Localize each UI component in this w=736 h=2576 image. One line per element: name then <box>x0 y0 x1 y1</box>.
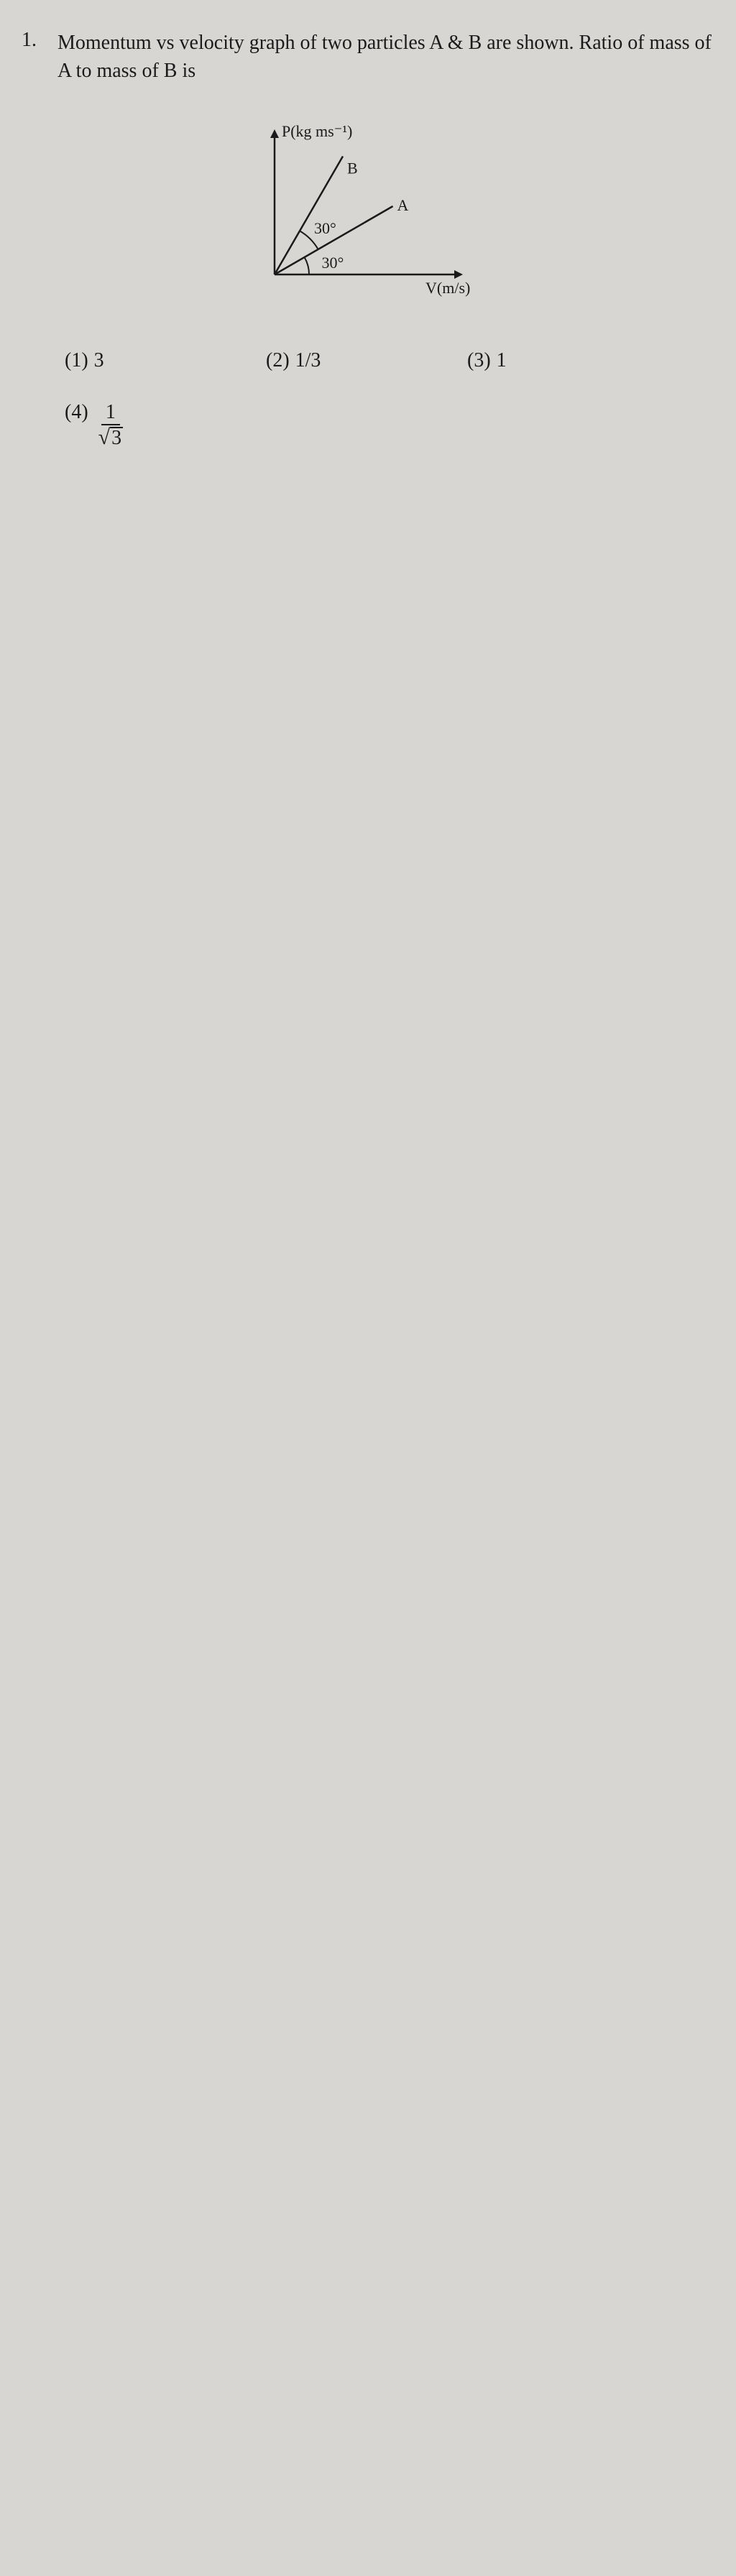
option-2: (2) 1/3 <box>266 349 381 372</box>
question-row: 1. Momentum vs velocity graph of two par… <box>22 29 714 85</box>
option-value: 1/3 <box>295 349 321 372</box>
option-value: 3 <box>94 349 104 372</box>
sqrt: √ 3 <box>98 427 123 448</box>
question-text: Momentum vs velocity graph of two partic… <box>58 29 714 85</box>
svg-text:30°: 30° <box>321 254 344 272</box>
svg-text:V(m/s): V(m/s) <box>426 279 470 297</box>
option-key: (2) <box>266 349 290 372</box>
svg-text:A: A <box>397 196 409 214</box>
option-key: (4) <box>65 401 88 424</box>
svg-text:P(kg ms⁻¹): P(kg ms⁻¹) <box>282 122 352 140</box>
options-row: (1) 3 (2) 1/3 (3) 1 (4) 1 √ 3 <box>22 349 714 448</box>
fraction-numerator: 1 <box>101 402 120 425</box>
option-key: (3) <box>467 349 491 372</box>
radical-icon: √ <box>98 427 110 448</box>
diagram-container: P(kg ms⁻¹) V(m/s) B A 30° 30° <box>22 109 714 310</box>
option-value: 1 <box>497 349 507 372</box>
question-number: 1. <box>22 29 43 52</box>
question-block: 1. Momentum vs velocity graph of two par… <box>22 29 714 448</box>
fraction-denominator: √ 3 <box>94 425 127 448</box>
option-1: (1) 3 <box>65 349 180 372</box>
option-key: (1) <box>65 349 88 372</box>
option-3: (3) 1 <box>467 349 582 372</box>
momentum-velocity-graph: P(kg ms⁻¹) V(m/s) B A 30° 30° <box>217 109 519 310</box>
radicand: 3 <box>110 427 123 448</box>
option-value-fraction: 1 √ 3 <box>94 402 127 448</box>
svg-text:30°: 30° <box>314 219 336 237</box>
option-4: (4) 1 √ 3 <box>65 401 180 448</box>
svg-text:B: B <box>347 160 358 177</box>
